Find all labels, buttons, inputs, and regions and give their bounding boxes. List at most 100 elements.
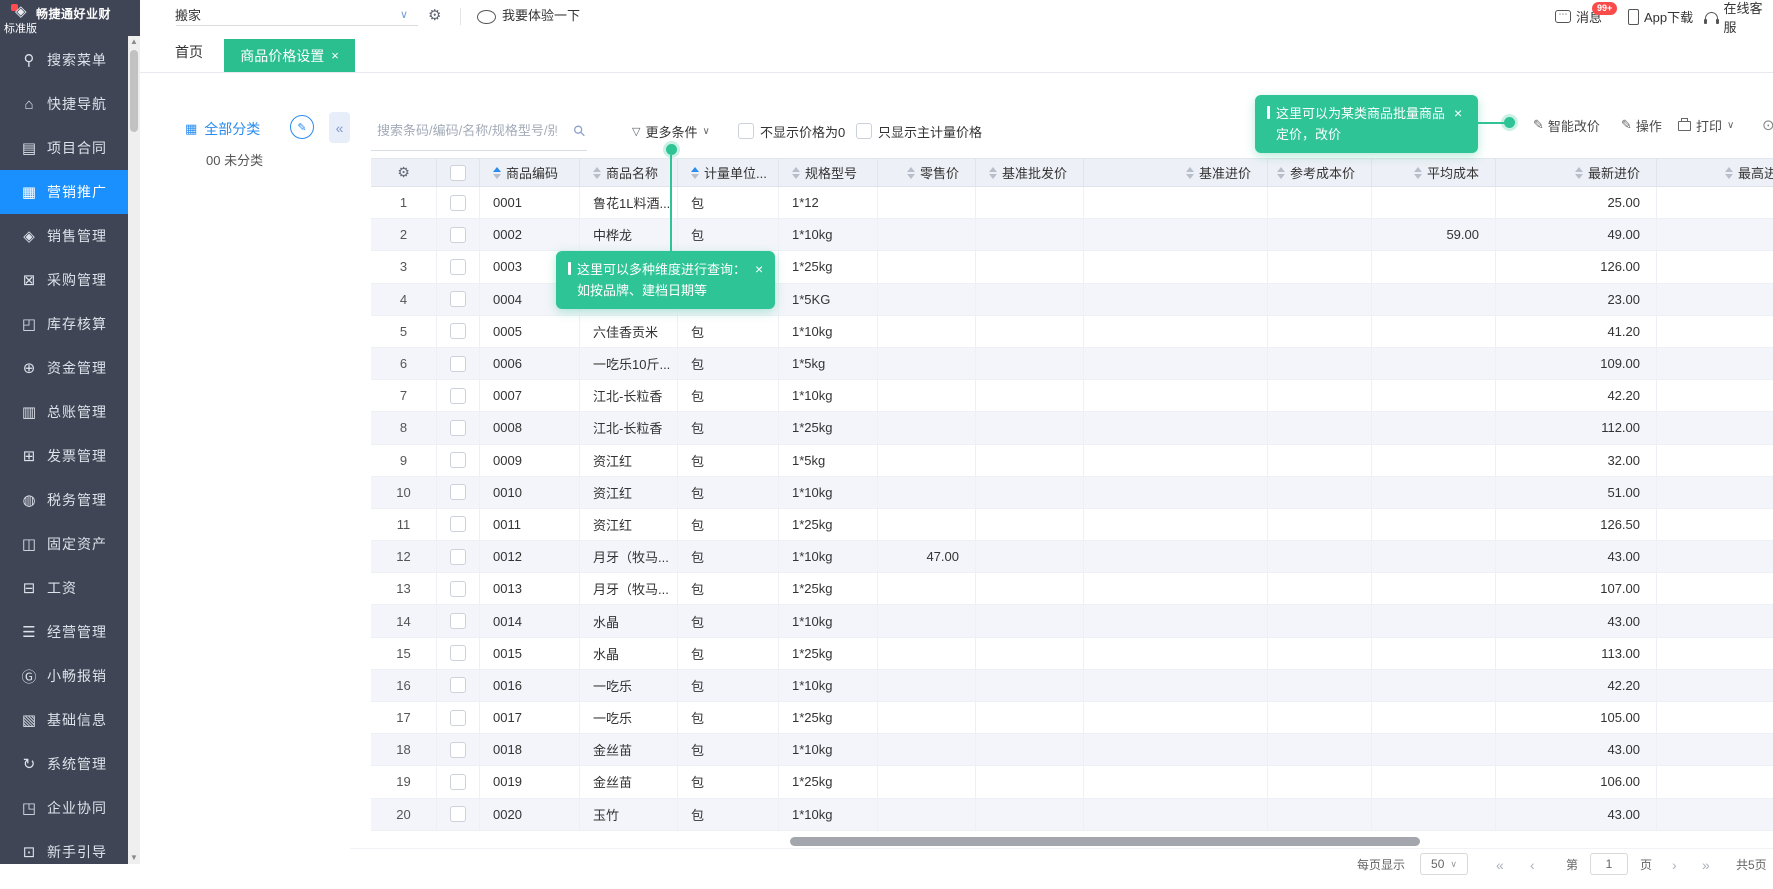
column-header[interactable]: 计量单位... — [678, 159, 779, 186]
next-page-button[interactable]: › — [1672, 857, 1677, 873]
page-input[interactable]: 1 — [1590, 853, 1628, 875]
row-checkbox[interactable] — [437, 347, 480, 380]
action-button[interactable]: ✎ 操作 — [1621, 116, 1662, 134]
main-unit-checkbox[interactable] — [856, 123, 872, 139]
column-header[interactable]: 最高进价 — [1657, 159, 1773, 186]
category-edit-button[interactable]: ✎ — [290, 115, 314, 139]
row-checkbox[interactable] — [437, 734, 480, 766]
sidebar-item-onboarding[interactable]: ⊡ 新手引导 — [0, 830, 128, 874]
scroll-up-icon[interactable]: ▲ — [130, 37, 138, 46]
horizontal-scrollbar-thumb[interactable] — [790, 837, 1420, 846]
experience-link[interactable]: 我要体验一下 — [502, 8, 581, 23]
sidebar-item-operations[interactable]: ☰ 经营管理 — [0, 610, 128, 654]
cell-name: 一吃乐10斤... — [580, 347, 678, 380]
search-input[interactable] — [375, 122, 559, 139]
search-icon[interactable]: ⚲ — [569, 121, 590, 142]
hide-zero-checkbox-group[interactable]: 不显示价格为0 — [738, 112, 845, 150]
sidebar-item-project-contract[interactable]: ▤ 项目合同 — [0, 126, 128, 170]
prev-page-button[interactable]: ‹ — [1530, 857, 1535, 873]
column-header[interactable]: 参考成本价 — [1268, 159, 1372, 186]
sidebar-item-fixed-assets[interactable]: ◫ 固定资产 — [0, 522, 128, 566]
tab-home[interactable]: 首页 — [175, 44, 203, 60]
sidebar-item-purchasing[interactable]: ⊠ 采购管理 — [0, 258, 128, 302]
cell-base_purchase — [1084, 766, 1268, 798]
more-filters-button[interactable]: ▽ 更多条件 ∨ — [632, 112, 710, 150]
sidebar-item-sales[interactable]: ◈ 销售管理 — [0, 214, 128, 258]
first-page-button[interactable]: « — [1496, 857, 1504, 873]
row-checkbox[interactable] — [437, 541, 480, 573]
cell-base_purchase — [1084, 315, 1268, 347]
tooltip-close-icon[interactable]: × — [1454, 105, 1463, 121]
column-header[interactable]: 规格型号 — [779, 159, 878, 186]
row-checkbox[interactable] — [437, 476, 480, 508]
per-page-select[interactable]: 50 ∨ — [1420, 853, 1468, 875]
main-unit-checkbox-group[interactable]: 只显示主计量价格 — [856, 112, 982, 150]
support-button[interactable]: 在线客服 — [1703, 0, 1773, 35]
sidebar-item-general-ledger[interactable]: ▥ 总账管理 — [0, 390, 128, 434]
experience-bubble-icon — [477, 10, 496, 24]
app-download-button[interactable]: App下载 — [1628, 0, 1693, 33]
column-header[interactable]: 零售价 — [878, 159, 976, 186]
column-header[interactable]: 平均成本 — [1372, 159, 1496, 186]
tab-close-icon[interactable]: × — [331, 48, 339, 63]
row-checkbox[interactable] — [437, 251, 480, 283]
topbar-gear-icon[interactable]: ⚙ — [428, 7, 442, 24]
sidebar-item-collaboration[interactable]: ◳ 企业协同 — [0, 786, 128, 830]
sidebar-item-invoices[interactable]: ⊞ 发票管理 — [0, 434, 128, 478]
column-header[interactable]: 基准进价 — [1084, 159, 1268, 186]
tab-bar: 首页 商品价格设置 × — [140, 33, 1773, 73]
sort-arrows-icon — [1185, 166, 1194, 179]
cell-highest — [1657, 316, 1773, 347]
column-settings-gear-icon[interactable]: ⚙ — [371, 159, 437, 186]
scroll-down-icon[interactable]: ▼ — [130, 853, 138, 862]
workspace-name[interactable]: 搬家 — [175, 8, 202, 23]
logo-red-dot-icon — [11, 4, 18, 11]
tooltip-close-icon[interactable]: × — [755, 261, 764, 277]
main-content: ⚲ ▽ 更多条件 ∨ 不显示价格为0 只显示主计量价格 这里可以为某类商品批量商… — [350, 72, 1773, 889]
cell-base_wholesale — [976, 508, 1084, 541]
row-checkbox[interactable] — [437, 508, 480, 541]
row-checkbox[interactable] — [437, 702, 480, 734]
category-all[interactable]: ▦ 全部分类 — [185, 119, 260, 139]
select-all-checkbox[interactable] — [437, 159, 480, 186]
row-checkbox[interactable] — [437, 605, 480, 637]
sidebar-item-tax[interactable]: ◍ 税务管理 — [0, 478, 128, 522]
sidebar-item-base-info[interactable]: ▧ 基础信息 — [0, 698, 128, 742]
category-uncategorized[interactable]: 00 未分类 — [206, 153, 264, 168]
workspace-chevron-down-icon[interactable]: ∨ — [400, 9, 409, 21]
row-checkbox[interactable] — [437, 798, 480, 830]
print-button[interactable]: 打印 ∨ — [1678, 116, 1734, 134]
row-checkbox[interactable] — [437, 219, 480, 251]
hide-zero-checkbox[interactable] — [738, 123, 754, 139]
sidebar-item-quick-nav[interactable]: ⌂ 快捷导航 — [0, 82, 128, 126]
sidebar-scrollbar-thumb[interactable] — [130, 50, 138, 132]
column-header[interactable]: 基准批发价 — [976, 159, 1084, 186]
cell-highest — [1657, 605, 1773, 636]
row-checkbox[interactable] — [437, 766, 480, 798]
sidebar-item-funds[interactable]: ⊕ 资金管理 — [0, 346, 128, 390]
row-checkbox[interactable] — [437, 283, 480, 315]
row-checkbox[interactable] — [437, 412, 480, 444]
row-checkbox[interactable] — [437, 637, 480, 669]
sidebar-item-marketing[interactable]: ▦ 营销推广 — [0, 170, 128, 214]
sidebar-item-search-menu[interactable]: ⚲ 搜索菜单 — [0, 38, 128, 82]
row-checkbox[interactable] — [437, 444, 480, 476]
clipped-circle-icon[interactable]: ⊙ — [1762, 117, 1773, 134]
sidebar-item-inventory[interactable]: ◰ 库存核算 — [0, 302, 128, 346]
panel-collapse-button[interactable]: « — [329, 112, 350, 143]
tab-product-price-settings[interactable]: 商品价格设置 × — [224, 39, 355, 72]
last-page-button[interactable]: » — [1702, 857, 1710, 873]
sidebar-scrollbar[interactable]: ▲ ▼ — [128, 36, 140, 864]
row-checkbox[interactable] — [437, 573, 480, 605]
sidebar-item-expense[interactable]: Ⓖ 小畅报销 — [0, 654, 128, 698]
sidebar-item-system[interactable]: ↻ 系统管理 — [0, 742, 128, 786]
sidebar-item-payroll[interactable]: ⊟ 工资 — [0, 566, 128, 610]
smart-reprice-button[interactable]: ✎ 智能改价 — [1533, 116, 1600, 134]
column-header[interactable]: 商品编码 — [480, 159, 580, 186]
column-header[interactable]: 最新进价 — [1496, 159, 1657, 186]
row-checkbox[interactable] — [437, 669, 480, 701]
row-checkbox[interactable] — [437, 315, 480, 347]
column-header[interactable]: 商品名称 — [580, 159, 678, 186]
row-checkbox[interactable] — [437, 187, 480, 219]
row-checkbox[interactable] — [437, 380, 480, 412]
